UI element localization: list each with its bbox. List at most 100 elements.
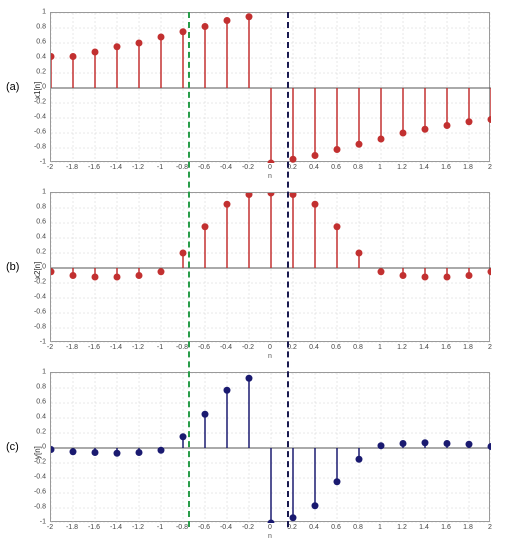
- xtick-label: 2: [488, 524, 492, 531]
- plot-area: [51, 193, 491, 343]
- xtick-label: -1: [157, 524, 163, 531]
- xtick-label: -0.6: [198, 524, 210, 531]
- marker: [202, 411, 209, 418]
- marker: [92, 449, 99, 456]
- ytick-label: -0.2: [28, 99, 46, 106]
- marker: [70, 448, 77, 455]
- xtick-label: -2: [47, 164, 53, 171]
- xtick-label: -1.4: [110, 344, 122, 351]
- ytick-label: 0.8: [28, 24, 46, 31]
- xtick-label: 2: [488, 344, 492, 351]
- ytick-label: 1: [28, 369, 46, 376]
- xtick-label: 0.4: [309, 164, 319, 171]
- marker: [180, 28, 187, 35]
- xtick-label: 1.8: [463, 164, 473, 171]
- marker: [466, 441, 473, 448]
- reference-line: [287, 12, 289, 527]
- xtick-label: -1.2: [132, 344, 144, 351]
- xtick-label: 0.2: [287, 164, 297, 171]
- marker: [334, 478, 341, 485]
- marker: [224, 17, 231, 24]
- figure: (a)x1[n]-2-1.8-1.6-1.4-1.2-1-0.8-0.6-0.4…: [0, 0, 510, 537]
- ytick-label: 0.8: [28, 204, 46, 211]
- marker: [356, 456, 363, 463]
- marker: [378, 442, 385, 449]
- plot-area: [51, 13, 491, 163]
- xtick-label: 0: [268, 344, 272, 351]
- marker: [488, 443, 492, 450]
- xtick-label: 1.6: [441, 344, 451, 351]
- subplot-b: [50, 192, 490, 342]
- xtick-label: 1.8: [463, 524, 473, 531]
- marker: [334, 146, 341, 153]
- xlabel: n: [268, 353, 272, 360]
- xtick-label: -0.8: [176, 524, 188, 531]
- marker: [70, 272, 77, 279]
- marker: [202, 223, 209, 230]
- xtick-label: 0: [268, 164, 272, 171]
- xtick-label: -0.6: [198, 344, 210, 351]
- marker: [180, 250, 187, 257]
- xtick-label: 0.8: [353, 164, 363, 171]
- ytick-label: -0.6: [28, 129, 46, 136]
- reference-line: [188, 12, 190, 527]
- marker: [422, 439, 429, 446]
- ytick-label: 0: [28, 444, 46, 451]
- marker: [180, 433, 187, 440]
- marker: [246, 13, 253, 20]
- xtick-label: -1.4: [110, 164, 122, 171]
- xtick-label: 1.8: [463, 344, 473, 351]
- xtick-label: -0.6: [198, 164, 210, 171]
- xtick-label: -1: [157, 344, 163, 351]
- xtick-label: 0: [268, 524, 272, 531]
- panel-label: (b): [6, 261, 19, 273]
- xtick-label: 1.2: [397, 524, 407, 531]
- xtick-label: -2: [47, 524, 53, 531]
- marker: [378, 268, 385, 275]
- marker: [290, 193, 297, 198]
- ytick-label: 1: [28, 9, 46, 16]
- xtick-label: 0.2: [287, 344, 297, 351]
- marker: [158, 34, 165, 41]
- ytick-label: -1: [28, 339, 46, 346]
- ytick-label: 1: [28, 189, 46, 196]
- xlabel: n: [268, 173, 272, 180]
- xtick-label: -1.6: [88, 524, 100, 531]
- ytick-label: 0.8: [28, 384, 46, 391]
- marker: [466, 272, 473, 279]
- ytick-label: 0.2: [28, 69, 46, 76]
- xtick-label: 1.2: [397, 164, 407, 171]
- marker: [268, 193, 275, 197]
- xtick-label: 1.4: [419, 164, 429, 171]
- marker: [268, 520, 275, 524]
- marker: [466, 118, 473, 125]
- xtick-label: 0.4: [309, 524, 319, 531]
- ytick-label: -0.2: [28, 459, 46, 466]
- xtick-label: -0.8: [176, 344, 188, 351]
- marker: [92, 274, 99, 281]
- ytick-label: 0.2: [28, 429, 46, 436]
- panel-label: (c): [6, 441, 19, 453]
- xtick-label: -1.4: [110, 524, 122, 531]
- marker: [290, 514, 297, 521]
- marker: [400, 272, 407, 279]
- xtick-label: -1.8: [66, 164, 78, 171]
- ytick-label: -0.4: [28, 474, 46, 481]
- marker: [290, 156, 297, 163]
- xtick-label: 0.2: [287, 524, 297, 531]
- ytick-label: -0.4: [28, 294, 46, 301]
- xtick-label: -0.2: [242, 344, 254, 351]
- xtick-label: 1.4: [419, 344, 429, 351]
- xtick-label: 0.6: [331, 524, 341, 531]
- xtick-label: -0.4: [220, 164, 232, 171]
- ytick-label: 0.6: [28, 39, 46, 46]
- marker: [158, 447, 165, 454]
- ytick-label: -0.2: [28, 279, 46, 286]
- xtick-label: 0.6: [331, 164, 341, 171]
- marker: [312, 201, 319, 208]
- marker: [246, 193, 253, 198]
- xtick-label: 0.8: [353, 344, 363, 351]
- xtick-label: -2: [47, 344, 53, 351]
- marker: [224, 201, 231, 208]
- subplot-c: [50, 372, 490, 522]
